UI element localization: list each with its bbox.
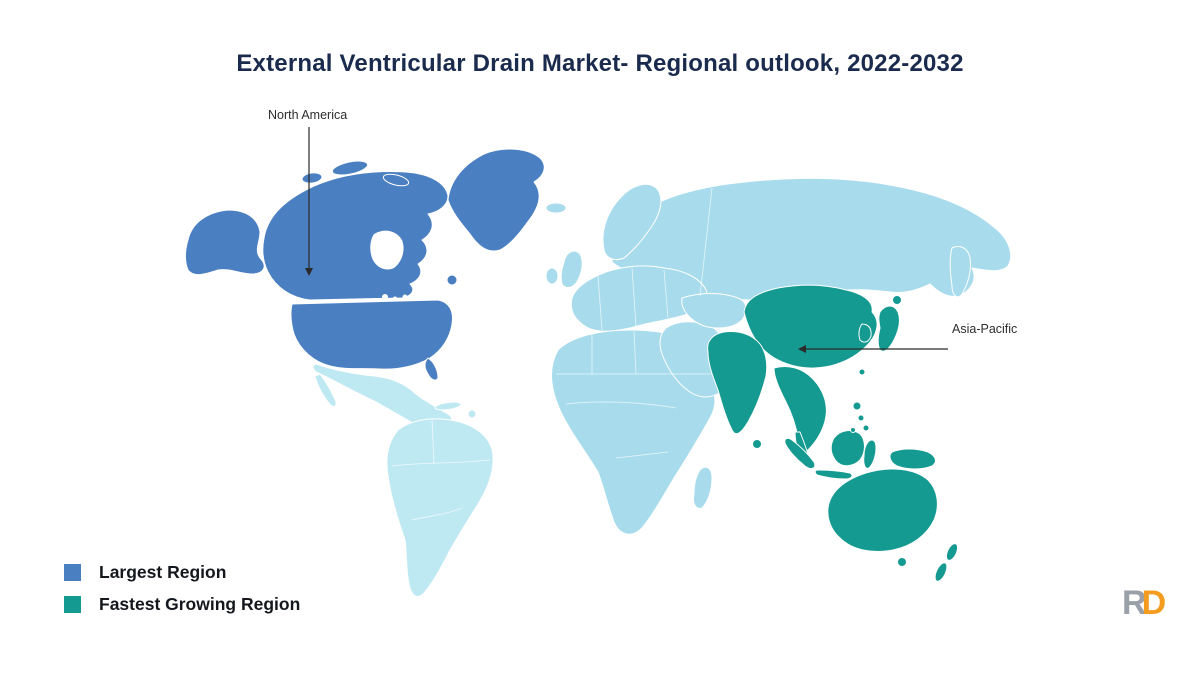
- fastest-growing-region-swatch: [64, 596, 81, 613]
- borneo-shape: [830, 430, 865, 467]
- greenland-shape: [447, 148, 545, 252]
- great-lake-shape: [392, 296, 398, 302]
- water-cutouts: [370, 230, 408, 302]
- asia-pacific-pointer-arrow: [798, 345, 806, 353]
- florida-shape: [424, 357, 439, 381]
- arctic-island-shape: [331, 160, 369, 176]
- china-shape: [743, 284, 878, 369]
- sulawesi-shape: [863, 439, 877, 469]
- new-guinea-shape: [889, 448, 936, 470]
- newfoundland-shape: [446, 274, 458, 286]
- great-lake-shape: [402, 294, 408, 300]
- region-asia-pacific: [707, 284, 959, 582]
- north-america-pointer-arrow: [305, 268, 313, 276]
- south-america-shape: [386, 418, 494, 597]
- logo-letter-d: D: [1141, 584, 1167, 622]
- hispaniola-shape: [467, 409, 477, 419]
- iceland-shape: [545, 202, 567, 214]
- pointer-lines: [305, 127, 948, 353]
- largest-region-label: Largest Region: [99, 562, 227, 582]
- sumatra-shape: [784, 437, 816, 470]
- usa-shape: [290, 299, 453, 370]
- largest-region-swatch: [64, 564, 81, 581]
- japan-shape: [877, 305, 900, 352]
- philippines-shape: [852, 401, 862, 411]
- philippines-shape: [862, 424, 870, 432]
- brand-logo: R D: [1122, 584, 1167, 622]
- scandinavia-shape: [602, 183, 662, 261]
- great-lake-shape: [382, 294, 388, 300]
- hokkaido-shape: [892, 295, 902, 305]
- sri-lanka-shape: [752, 439, 762, 449]
- southeast-asia-shape: [773, 365, 827, 452]
- tasmania-shape: [897, 557, 907, 567]
- canada-shape: [262, 171, 449, 301]
- logo-letter-r: R: [1122, 584, 1147, 622]
- new-zealand-shape: [934, 562, 948, 582]
- country-borders: [391, 187, 713, 521]
- asia-pacific-label: Asia-Pacific: [952, 322, 1018, 336]
- uk-shape: [560, 250, 583, 288]
- legend: Largest Region Fastest Growing Region: [64, 562, 300, 615]
- arctic-island-shape: [382, 173, 410, 187]
- cuba-shape: [434, 401, 462, 411]
- australia-shape: [827, 468, 938, 552]
- region-north-america: [184, 148, 545, 381]
- legend-item-largest-region: Largest Region: [64, 562, 300, 583]
- fastest-growing-region-label: Fastest Growing Region: [99, 594, 301, 614]
- new-zealand-shape: [945, 543, 959, 561]
- hudson-bay-shape: [370, 230, 404, 270]
- map-base-light-regions: [312, 363, 494, 597]
- central-asia-shape: [681, 293, 747, 329]
- north-america-label: North America: [268, 108, 348, 122]
- philippines-shape: [850, 427, 856, 433]
- arctic-island-shape: [301, 172, 323, 184]
- ireland-shape: [545, 267, 559, 285]
- kamchatka-shape: [949, 245, 971, 298]
- korea-shape: [858, 323, 872, 343]
- page-title: External Ventricular Drain Market- Regio…: [236, 50, 964, 77]
- legend-item-fastest-growing-region: Fastest Growing Region: [64, 594, 300, 615]
- india-shape: [707, 331, 768, 435]
- java-shape: [814, 469, 853, 480]
- madagascar-shape: [693, 466, 713, 509]
- taiwan-shape: [858, 368, 866, 376]
- baja-shape: [314, 373, 337, 407]
- alaska-shape: [184, 209, 265, 276]
- philippines-shape: [857, 414, 865, 422]
